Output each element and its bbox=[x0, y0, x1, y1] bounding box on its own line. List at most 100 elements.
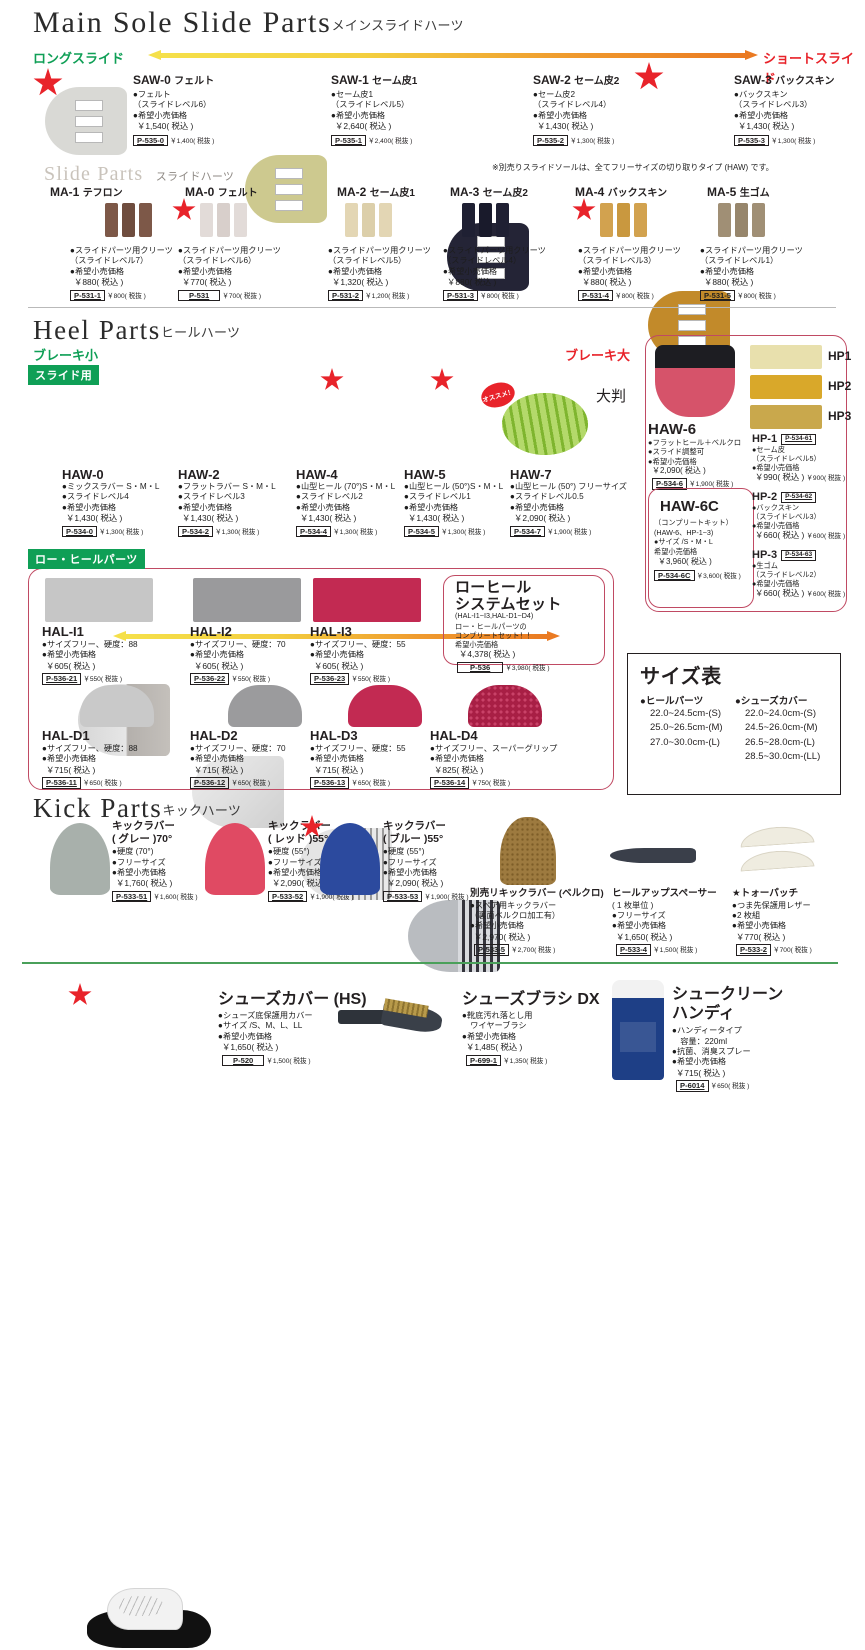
haw-0-tax: ￥1,300( 税抜 ) bbox=[99, 528, 144, 536]
recommend-badge: オススメ！ bbox=[478, 378, 518, 412]
low-heel-set-title1: ローヒール bbox=[455, 579, 532, 596]
kick-blue-name1: キックラバー bbox=[383, 820, 446, 832]
hp-3-product-code: P-534-63 bbox=[781, 550, 817, 561]
shoe-brush-name: シューズブラシ DX bbox=[462, 991, 600, 1008]
shoe-clean-tax: ￥650( 税抜 ) bbox=[710, 1083, 750, 1091]
saw-0-price: ￥1,540( 税込 ) bbox=[137, 120, 194, 131]
hal-i3-name: HAL-I3 bbox=[310, 624, 352, 639]
hal-i1-spec2: ●希望小売価格 bbox=[42, 650, 97, 660]
shoe-cover-spec2: ●サイズ /S、M、L、LL bbox=[218, 1021, 303, 1031]
kick-red-tax: ￥1,900( 税抜 ) bbox=[309, 893, 354, 901]
ma-1-image bbox=[105, 203, 152, 237]
ma-2-info: ●スライドパーツ用クリーツ （スライドレベル5） ●希望小売価格 ￥1,320(… bbox=[328, 246, 458, 302]
hp1-swatch bbox=[750, 345, 822, 369]
saw-0-info: SAW-0 フェルト ●フェルト （スライドレベル6） ●希望小売価格 ￥1,5… bbox=[133, 74, 238, 147]
hal-d4-info: ●サイズフリー、スーパーグリップ ●希望小売価格 ￥825( 税込 ) P-53… bbox=[430, 744, 600, 789]
hal-i1-image bbox=[45, 578, 153, 622]
hp-1-spec3: ●希望小売価格 bbox=[752, 463, 800, 473]
saw-1-info: SAW-1 セーム皮1 ●セーム皮1 （スライドレベル5） ●希望小売価格 ￥2… bbox=[331, 74, 436, 147]
hal-d1-spec1: ●サイズフリー、硬度：88 bbox=[42, 744, 138, 753]
heel-up-spacer-info: ヒールアップスペーサー ( 1 枚単位 ) ●フリーサイズ ●希望小売価格 ￥1… bbox=[612, 889, 752, 956]
saw-3-price: ￥1,430( 税込 ) bbox=[738, 120, 795, 131]
haw-2-image bbox=[192, 756, 284, 828]
hp3-label: HP3 bbox=[828, 409, 852, 423]
ma-3-spec2: （スライドレベル4） bbox=[443, 256, 522, 266]
hal-d1-spec2: ●希望小売価格 bbox=[42, 754, 97, 764]
toe-patch-image-top bbox=[739, 824, 815, 848]
hp-3-name: HP-3 bbox=[752, 549, 778, 561]
haw-7-price: ￥2,090( 税込 ) bbox=[514, 512, 571, 523]
hp-2-spec1: ●バックスキン bbox=[752, 503, 800, 512]
haw-4-tax: ￥1,300( 税抜 ) bbox=[333, 528, 378, 536]
spacer-price: ￥1,650( 税込 ) bbox=[616, 931, 673, 942]
toe-patch-spec1: ●つま先保護用レザー bbox=[732, 900, 811, 910]
kick-rubber-grey-image bbox=[50, 823, 110, 895]
ma-0-price: ￥770( 税込 ) bbox=[182, 276, 232, 287]
hal-i3-spec2: ●希望小売価格 bbox=[310, 650, 365, 660]
size-col2-row0: 22.0~24.0cm-(S) bbox=[745, 708, 817, 719]
hp-3-tax: ￥600( 税抜 ) bbox=[806, 591, 846, 599]
hal-i1-spec1: ●サイズフリー、硬度：88 bbox=[42, 640, 138, 649]
haw-6c-line1: （コンプリートキット） bbox=[654, 518, 733, 527]
haw-5-spec1: ●山型ヒール (50°)S・M・L bbox=[404, 482, 504, 491]
ma-4-price: ￥880( 税込 ) bbox=[582, 276, 632, 287]
saw-1-price: ￥2,640( 税込 ) bbox=[335, 120, 392, 131]
ma-1-name: MA-1 テフロン bbox=[50, 185, 123, 199]
haw-6-tax: ￥1,900( 税抜 ) bbox=[689, 481, 734, 489]
main-sole-note: ※別売りスライドソールは、全てフリーサイズの切り取りタイプ (HAW) です。 bbox=[492, 163, 774, 172]
low-heel-set-price: ￥4,378( 税込 ) bbox=[459, 649, 516, 660]
ma-0-spec2: （スライドレベル6） bbox=[178, 256, 257, 266]
slide-direction-arrow bbox=[148, 50, 758, 61]
short-slide-label: ショートスライド bbox=[763, 51, 855, 86]
hp-1-product-code: P-534-61 bbox=[781, 434, 817, 445]
saw-3-product-code: P-535-3 bbox=[734, 134, 770, 147]
spacer-tax: ￥1,500( 税抜 ) bbox=[653, 947, 698, 955]
haw-2-spec2: ●スライドレベル3 bbox=[178, 492, 245, 502]
hal-d2-spec2: ●希望小売価格 bbox=[190, 754, 245, 764]
velcro-tax: ￥2,700( 税抜 ) bbox=[511, 947, 556, 955]
spacer-spec2: ●希望小売価格 bbox=[612, 921, 667, 931]
slide-parts-subtitle: スライドハーツ bbox=[155, 171, 235, 183]
hal-d1-info: ●サイズフリー、硬度：88 ●希望小売価格 ￥715( 税込 ) P-536-1… bbox=[42, 744, 187, 789]
haw-6-info: ●フラットヒール＋ベルクロ ●スライド調整可 ●希望小売価格 ￥2,090( 税… bbox=[648, 438, 753, 490]
hal-i1-price: ￥605( 税込 ) bbox=[46, 660, 96, 671]
ma-4-tax: ￥800( 税抜 ) bbox=[615, 292, 654, 300]
hal-d2-image bbox=[228, 685, 302, 727]
saw-0-product-code: P-535-0 bbox=[133, 134, 169, 147]
hal-d2-price: ￥715( 税込 ) bbox=[194, 764, 244, 775]
hal-d2-name: HAL-D2 bbox=[190, 728, 238, 743]
hal-i1-name: HAL-I1 bbox=[42, 624, 84, 639]
saw-0-spec1: ●フェルト bbox=[133, 90, 171, 99]
hp-1-name: HP-1 bbox=[752, 433, 778, 445]
hal-i2-price: ￥605( 税込 ) bbox=[194, 660, 244, 671]
kick-rubber-blue-image bbox=[320, 823, 380, 895]
hal-i3-spec1: ●サイズフリー、硬度：55 bbox=[310, 640, 406, 649]
ma-2-product-code: P-531-2 bbox=[328, 289, 364, 302]
kick-blue-spec2: ●フリーサイズ bbox=[383, 857, 437, 867]
size-col2-header: ●シューズカバー bbox=[735, 696, 808, 707]
kick-grey-spec3: ●希望小売価格 bbox=[112, 867, 167, 877]
hal-i2-product-code: P-536-22 bbox=[190, 673, 230, 685]
ma-5-spec3: ●希望小売価格 bbox=[700, 266, 755, 276]
haw-6c-info: （コンプリートキット） (HAW-6、HP-1~3) ●サイズ /S・M・L 希… bbox=[654, 518, 752, 582]
ma-0-star bbox=[172, 198, 196, 222]
haw-7-product-code: P-534-7 bbox=[510, 525, 546, 538]
ma-4-name: MA-4 バックスキン bbox=[575, 185, 668, 199]
shoe-cover-spec3: ●希望小売価格 bbox=[218, 1031, 273, 1041]
saw-2-tax: ￥1,300( 税抜 ) bbox=[570, 137, 615, 145]
hp-2-name: HP-2 bbox=[752, 491, 778, 503]
haw-7-spec3: ●希望小売価格 bbox=[510, 502, 565, 512]
haw-5-spec3: ●希望小売価格 bbox=[404, 502, 459, 512]
toe-patch-image-bottom bbox=[739, 848, 815, 872]
haw-7-tax: ￥1,900( 税抜 ) bbox=[547, 528, 592, 536]
low-heel-badge: ロー・ヒールパーツ bbox=[28, 549, 145, 569]
low-heel-set-desc2: コンプリートセット！！ bbox=[455, 631, 534, 641]
hal-i3-info: ●サイズフリー、硬度：55 ●希望小売価格 ￥605( 税込 ) P-536-2… bbox=[310, 640, 450, 685]
brake-large-label: ブレーキ大 bbox=[565, 348, 631, 363]
haw-7-info: ●山型ヒール (50°) フリーサイズ ●スライドレベル0.5 ●希望小売価格 … bbox=[510, 482, 638, 538]
haw-6c-name: HAW-6C bbox=[660, 498, 719, 515]
main-sole-subtitle: メインスライドハーツ bbox=[331, 18, 464, 33]
low-heel-set-title2: システムセット bbox=[455, 595, 562, 613]
ma-4-star bbox=[572, 198, 596, 222]
toe-patch-info: ★トォーパッチ ●つま先保護用レザー ●2 枚組 ●希望小売価格 ￥770( 税… bbox=[732, 889, 862, 956]
